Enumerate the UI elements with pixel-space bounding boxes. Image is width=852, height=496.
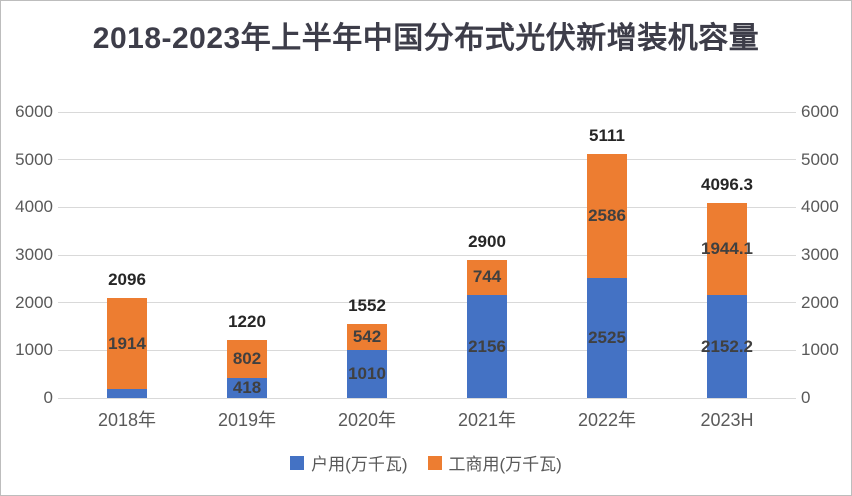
gridline	[67, 111, 787, 113]
x-axis-category-label: 2020年	[337, 410, 397, 430]
y-axis-tick-label: 5000	[801, 149, 839, 169]
bar-segment-commercial	[227, 339, 267, 379]
x-axis-category-label: 2019年	[217, 410, 277, 430]
y-axis-tick-label: 1000	[15, 340, 53, 360]
bar-segment-commercial	[467, 259, 507, 296]
total-value-label: 1552	[348, 296, 386, 316]
y-axis-tick-label: 5000	[15, 149, 53, 169]
segment-value-label: 744	[472, 267, 502, 287]
bar-segment-residential	[587, 277, 627, 398]
legend-item-residential: 户用(万千瓦)	[290, 450, 408, 475]
tick-right	[787, 254, 796, 256]
legend-swatch-icon	[427, 455, 442, 470]
y-axis-tick-label: 4000	[15, 197, 53, 217]
bar-segment-residential	[107, 389, 147, 398]
tick-right	[787, 302, 796, 304]
gridline	[67, 206, 787, 208]
x-axis-category-label: 2022年	[577, 410, 637, 430]
y-axis-tick-label: 2000	[801, 292, 839, 312]
bar-segment-commercial	[347, 324, 387, 350]
segment-value-label: 2156	[468, 336, 506, 356]
tick-left	[58, 206, 67, 208]
tick-left	[58, 397, 67, 399]
tick-right	[787, 206, 796, 208]
total-value-label: 2096	[108, 270, 146, 290]
gridline	[67, 254, 787, 256]
chart-title: 2018-2023年上半年中国分布式光伏新增装机容量	[92, 22, 760, 55]
gridline	[67, 397, 787, 399]
segment-value-label: 2586	[588, 206, 626, 225]
legend: 户用(万千瓦) 工商用(万千瓦)	[1, 450, 851, 475]
tick-left	[58, 302, 67, 304]
tick-left	[58, 159, 67, 161]
legend-item-commercial: 工商用(万千瓦)	[427, 450, 562, 475]
y-axis-tick-label: 6000	[15, 102, 53, 121]
segment-value-label: 1944.1	[701, 239, 753, 259]
segment-value-label: 542	[352, 326, 382, 346]
tick-right	[787, 111, 796, 113]
y-axis-tick-label: 0	[43, 388, 53, 407]
bar-segment-commercial	[707, 202, 747, 296]
y-axis-tick-label: 4000	[801, 197, 839, 217]
segment-value-label: 2152.2	[701, 336, 753, 356]
y-axis-tick-label: 1000	[801, 340, 839, 360]
x-axis-category-label: 2018年	[97, 410, 157, 430]
segment-value-label: 1010	[348, 363, 386, 383]
y-axis-tick-label: 0	[801, 388, 811, 407]
tick-right	[787, 159, 796, 161]
tick-left	[58, 111, 67, 113]
total-value-label: 5111	[589, 126, 625, 146]
gridline	[67, 159, 787, 161]
legend-swatch-icon	[290, 455, 305, 470]
legend-label: 户用(万千瓦)	[311, 455, 408, 474]
segment-value-label: 1914	[108, 333, 146, 353]
tick-right	[787, 397, 796, 399]
tick-right	[787, 349, 796, 351]
tick-left	[58, 254, 67, 256]
gridline	[67, 302, 787, 304]
y-axis-tick-label: 3000	[801, 245, 839, 264]
y-axis-tick-label: 3000	[15, 245, 53, 264]
total-value-label: 2900	[468, 231, 506, 251]
bar-segment-residential	[467, 295, 507, 398]
bar-segment-residential	[227, 378, 267, 398]
total-value-label: 1220	[228, 311, 266, 331]
y-axis-tick-label: 6000	[801, 102, 839, 121]
tick-left	[58, 349, 67, 351]
segment-value-label: 802	[232, 348, 262, 368]
total-value-label: 4096.3	[701, 174, 753, 194]
bar-segment-commercial	[107, 298, 147, 390]
bar-segment-residential	[347, 349, 387, 398]
bar-segment-commercial	[587, 154, 627, 278]
segment-value-label: 418	[232, 378, 262, 398]
legend-label: 工商用(万千瓦)	[448, 455, 562, 474]
gridline	[67, 349, 787, 351]
bar-segment-residential	[707, 295, 747, 398]
x-axis-category-label: 2023H	[700, 410, 754, 430]
y-axis-tick-label: 2000	[15, 292, 53, 312]
segment-value-label: 2525	[588, 327, 626, 347]
x-axis-category-label: 2021年	[457, 410, 517, 430]
